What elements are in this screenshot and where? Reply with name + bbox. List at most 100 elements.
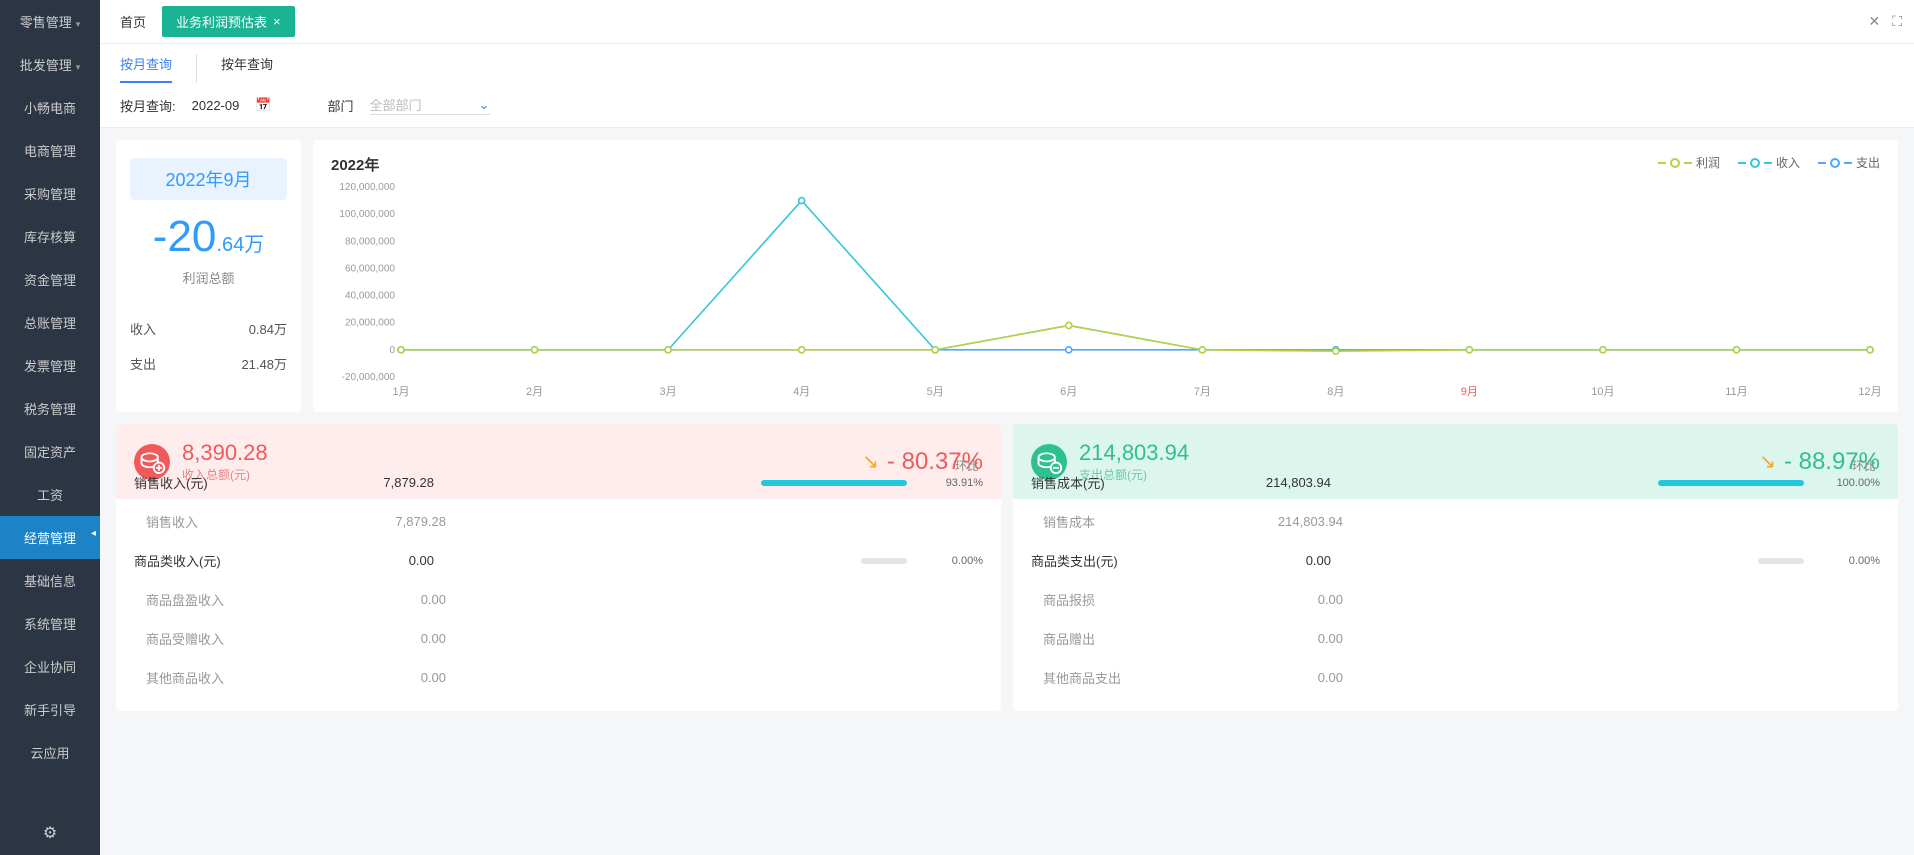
- sidebar-item-16[interactable]: 新手引导: [0, 688, 100, 731]
- svg-text:60,000,000: 60,000,000: [345, 263, 395, 274]
- row-value: 0.00: [306, 631, 446, 646]
- row-value: 0.00: [1203, 670, 1343, 685]
- line-chart: -20,000,000 0 20,000,000 40,000,000 60,000,0…: [331, 181, 1880, 401]
- row-pct: 93.91%: [923, 477, 983, 489]
- dept-select[interactable]: 全部部门 ⌄: [370, 95, 490, 115]
- legend-income[interactable]: 收入: [1738, 154, 1800, 171]
- row-label: 销售成本(元): [1031, 473, 1191, 492]
- sidebar-item-5[interactable]: 库存核算: [0, 215, 100, 258]
- expense-amount: 214,803.94: [1079, 440, 1189, 466]
- svg-text:1月: 1月: [392, 386, 409, 398]
- row-label: 销售成本: [1043, 512, 1203, 531]
- chart-legend: 利润 收入 支出: [1658, 154, 1880, 171]
- data-row: 销售成本 214,803.94: [1031, 502, 1880, 541]
- sidebar-item-12[interactable]: 经营管理: [0, 516, 100, 559]
- svg-text:10月: 10月: [1591, 386, 1614, 398]
- trend-down-icon: ↘: [862, 449, 879, 474]
- svg-text:11月: 11月: [1725, 386, 1747, 398]
- row-label: 商品盘盈收入: [146, 590, 306, 609]
- tab-home[interactable]: 首页: [112, 6, 154, 37]
- sidebar-item-10[interactable]: 固定资产: [0, 430, 100, 473]
- sidebar: 零售管理批发管理小畅电商电商管理采购管理库存核算资金管理总账管理发票管理税务管理…: [0, 0, 100, 855]
- sidebar-item-6[interactable]: 资金管理: [0, 258, 100, 301]
- subtab-monthly[interactable]: 按月查询: [120, 54, 172, 83]
- chevron-down-icon: ⌄: [479, 97, 490, 113]
- gear-icon[interactable]: ⚙: [0, 811, 100, 855]
- sidebar-item-8[interactable]: 发票管理: [0, 344, 100, 387]
- row-value: 0.00: [1203, 592, 1343, 607]
- legend-expense[interactable]: 支出: [1818, 154, 1880, 171]
- svg-text:5月: 5月: [927, 386, 944, 398]
- sidebar-item-9[interactable]: 税务管理: [0, 387, 100, 430]
- svg-text:-20,000,000: -20,000,000: [342, 372, 396, 383]
- sidebar-item-4[interactable]: 采购管理: [0, 172, 100, 215]
- filter-bar: 按月查询: 2022-09 📅 部门 全部部门 ⌄: [100, 83, 1914, 128]
- dept-placeholder: 全部部门: [370, 95, 422, 114]
- svg-text:6月: 6月: [1060, 386, 1077, 398]
- row-label: 商品赠出: [1043, 629, 1203, 648]
- svg-text:8月: 8月: [1327, 386, 1344, 398]
- dept-filter-label: 部门: [328, 96, 354, 115]
- row-label: 商品类收入(元): [134, 551, 294, 570]
- svg-text:20,000,000: 20,000,000: [345, 318, 395, 329]
- row-label: 商品受赠收入: [146, 629, 306, 648]
- data-row: 商品受赠收入 0.00: [134, 619, 983, 658]
- svg-text:12月: 12月: [1858, 386, 1880, 398]
- income-panel: 8,390.28 收入总额(元) ↘ - 80.37% 环比: [116, 424, 1001, 711]
- kpi-profit-value: -20.64万: [130, 212, 287, 262]
- subtab-yearly[interactable]: 按年查询: [221, 54, 273, 83]
- row-value: 214,803.94: [1191, 475, 1331, 490]
- tab-profit-estimate[interactable]: 业务利润预估表 ×: [162, 6, 295, 37]
- svg-text:4月: 4月: [793, 386, 810, 398]
- sidebar-item-14[interactable]: 系统管理: [0, 602, 100, 645]
- svg-text:80,000,000: 80,000,000: [345, 236, 395, 247]
- expense-rows: 销售成本(元) 214,803.94 100.00% 销售成本 214,803.9…: [1013, 455, 1898, 711]
- kpi-card: 2022年9月 -20.64万 利润总额 收入 0.84万 支出 21.48万: [116, 140, 301, 412]
- svg-text:2月: 2月: [526, 386, 543, 398]
- month-filter-label: 按月查询:: [120, 96, 176, 115]
- income-rows: 销售收入(元) 7,879.28 93.91%销售收入 7,879.28商品类收…: [116, 455, 1001, 711]
- svg-text:100,000,000: 100,000,000: [339, 209, 395, 220]
- sidebar-item-17[interactable]: 云应用: [0, 731, 100, 774]
- data-row: 其他商品收入 0.00: [134, 658, 983, 697]
- svg-text:40,000,000: 40,000,000: [345, 291, 395, 302]
- income-amount: 8,390.28: [182, 440, 268, 466]
- sidebar-item-11[interactable]: 工资: [0, 473, 100, 516]
- svg-text:7月: 7月: [1194, 386, 1211, 398]
- data-row: 商品盘盈收入 0.00: [134, 580, 983, 619]
- svg-text:9月: 9月: [1461, 386, 1478, 398]
- row-value: 0.00: [306, 592, 446, 607]
- sidebar-item-15[interactable]: 企业协同: [0, 645, 100, 688]
- data-row: 商品赠出 0.00: [1031, 619, 1880, 658]
- kpi-expense-row: 支出 21.48万: [130, 346, 287, 381]
- row-label: 商品报损: [1043, 590, 1203, 609]
- chart-card: 2022年 利润 收入 支出 -20,000,000 0 20,000,000 40,…: [313, 140, 1898, 412]
- svg-text:120,000,000: 120,000,000: [339, 182, 395, 193]
- sidebar-item-7[interactable]: 总账管理: [0, 301, 100, 344]
- row-label: 其他商品支出: [1043, 668, 1203, 687]
- topbar: 首页 业务利润预估表 × ✕ ⛶: [100, 0, 1914, 44]
- trend-down-icon: ↘: [1759, 449, 1776, 474]
- row-value: 0.00: [1203, 631, 1343, 646]
- legend-profit[interactable]: 利润: [1658, 154, 1720, 171]
- chart-title: 2022年: [331, 154, 1880, 175]
- row-label: 其他商品收入: [146, 668, 306, 687]
- data-row: 商品类收入(元) 0.00 0.00%: [134, 541, 983, 580]
- svg-text:0: 0: [389, 345, 395, 356]
- sidebar-item-0[interactable]: 零售管理: [0, 0, 100, 43]
- sidebar-item-13[interactable]: 基础信息: [0, 559, 100, 602]
- close-all-icon[interactable]: ✕: [1868, 13, 1880, 30]
- month-filter-value[interactable]: 2022-09: [192, 98, 240, 113]
- sidebar-item-2[interactable]: 小畅电商: [0, 86, 100, 129]
- kpi-date: 2022年9月: [130, 158, 287, 200]
- calendar-icon[interactable]: 📅: [255, 97, 271, 113]
- close-icon[interactable]: ×: [273, 14, 281, 29]
- sidebar-item-1[interactable]: 批发管理: [0, 43, 100, 86]
- row-value: 214,803.94: [1203, 514, 1343, 529]
- row-value: 7,879.28: [306, 514, 446, 529]
- row-pct: 100.00%: [1820, 477, 1880, 489]
- row-label: 商品类支出(元): [1031, 551, 1191, 570]
- fullscreen-icon[interactable]: ⛶: [1892, 13, 1902, 30]
- data-row: 商品类支出(元) 0.00 0.00%: [1031, 541, 1880, 580]
- sidebar-item-3[interactable]: 电商管理: [0, 129, 100, 172]
